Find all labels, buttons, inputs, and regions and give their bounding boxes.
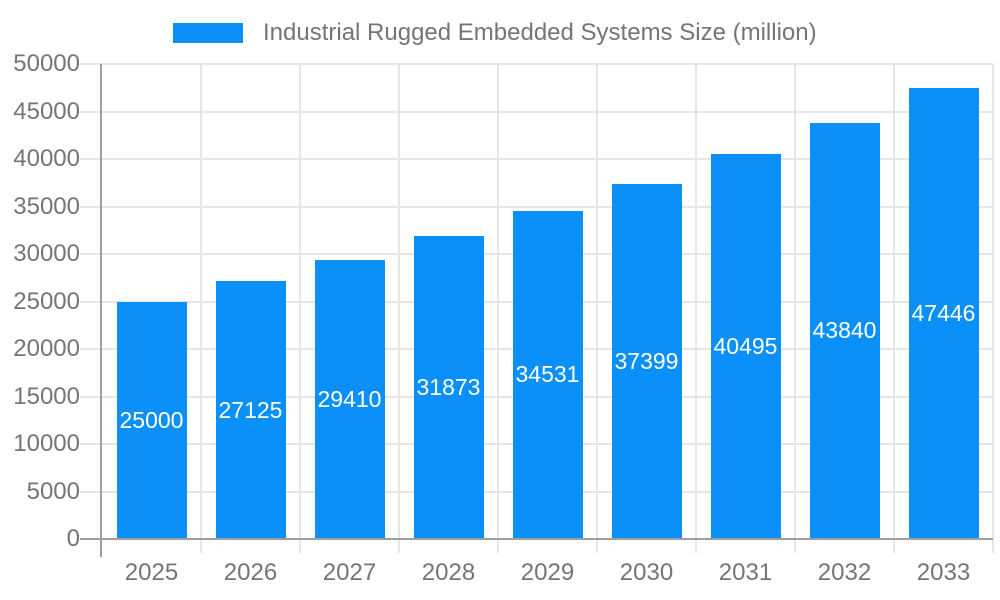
bar: 31873 (413, 236, 484, 539)
y-axis-tick-label: 5000 (26, 477, 80, 505)
y-axis-tick-label: 10000 (13, 430, 80, 457)
gridline-h (80, 110, 993, 113)
gridline-v (695, 64, 697, 553)
y-axis-tick-label: 30000 (13, 240, 80, 267)
y-axis-tick-label: 50000 (13, 50, 80, 77)
chart-legend: Industrial Rugged Embedded Systems Size … (173, 18, 817, 48)
bar-value-label: 37399 (614, 347, 679, 374)
bar: 43840 (809, 122, 880, 539)
gridline-v (398, 64, 400, 553)
gridline-h (80, 63, 993, 65)
legend-label: Industrial Rugged Embedded Systems Size … (263, 19, 817, 46)
gridline-v (200, 64, 202, 553)
y-axis-tick-label: 25000 (13, 287, 80, 315)
x-axis-tick-label: 2026 (223, 559, 278, 586)
x-axis-tick-label: 2028 (421, 559, 476, 586)
bar: 40495 (710, 154, 781, 539)
y-axis-tick-label: 45000 (13, 97, 80, 125)
bar: 27125 (215, 281, 286, 539)
bar-value-label: 40495 (713, 333, 778, 360)
y-axis-tick-label: 15000 (13, 382, 80, 410)
y-axis-line (100, 64, 102, 557)
legend-swatch (173, 23, 243, 43)
y-axis-tick-label: 0 (66, 525, 80, 552)
gridline-h (80, 205, 993, 208)
x-axis-tick-label: 2033 (916, 559, 971, 586)
y-axis-tick-label: 35000 (13, 192, 80, 220)
bar-value-label: 27125 (218, 396, 283, 423)
bar: 47446 (908, 88, 979, 539)
bar-value-label: 31873 (416, 374, 481, 401)
x-axis-tick-label: 2032 (817, 559, 872, 586)
gridline-v (596, 64, 598, 553)
x-axis-tick-label: 2025 (124, 559, 179, 586)
x-axis-tick-label: 2029 (520, 559, 575, 586)
bar: 25000 (116, 301, 187, 539)
bar: 29410 (314, 259, 385, 539)
bar-value-label: 47446 (911, 300, 976, 327)
y-axis-tick-label: 40000 (13, 145, 80, 172)
gridline-h (80, 158, 993, 160)
gridline-v (299, 64, 301, 553)
gridline-v (497, 64, 499, 553)
y-axis-tick-label: 20000 (13, 335, 80, 362)
bar: 34531 (512, 210, 583, 539)
bar: 37399 (611, 183, 682, 539)
bar-value-label: 25000 (119, 406, 184, 433)
bar-value-label: 29410 (317, 385, 382, 412)
gridline-v (794, 64, 796, 553)
x-axis-tick-label: 2031 (718, 559, 773, 586)
gridline-v (992, 64, 994, 553)
x-axis-line (80, 538, 993, 540)
bar-value-label: 34531 (515, 361, 580, 388)
bar-value-label: 43840 (812, 317, 877, 344)
gridline-v (893, 64, 895, 553)
x-axis-tick-label: 2030 (619, 559, 674, 586)
x-axis-tick-label: 2027 (322, 559, 377, 586)
